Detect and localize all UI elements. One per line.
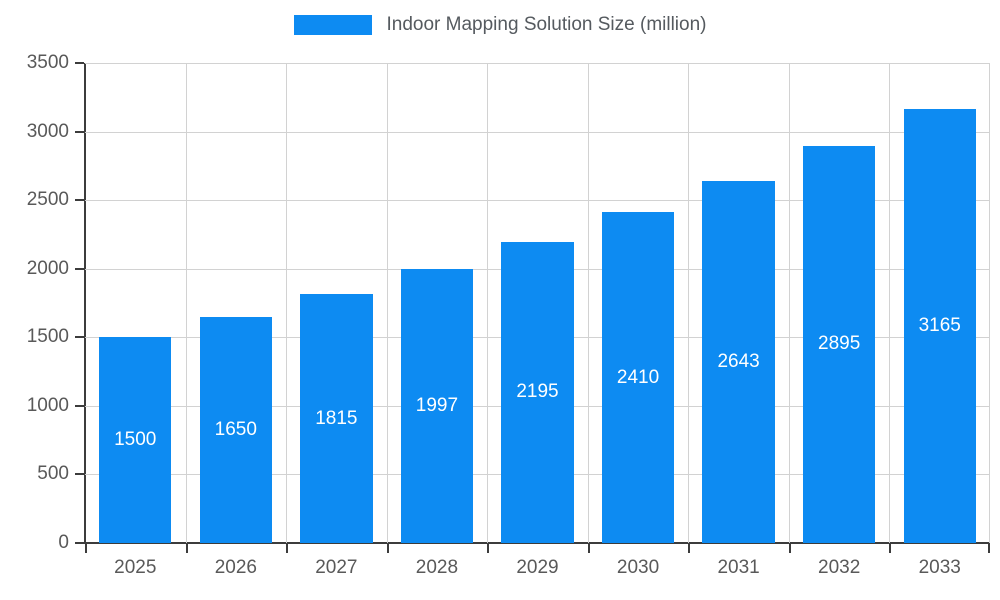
bar-value-label: 2643 [717,350,760,372]
x-axis-label: 2032 [818,557,861,578]
bar-2025[interactable]: 1500 [99,337,172,543]
x-axis-label: 2033 [918,557,961,578]
x-gridline [286,63,288,543]
bar-2031[interactable]: 2643 [702,180,775,543]
x-axis-tick [788,544,791,553]
y-axis-label: 0 [58,532,69,553]
x-axis-tick [386,544,389,553]
x-axis-tick [185,544,188,553]
y-axis-tick [75,473,84,476]
bar-value-label: 1500 [114,429,157,451]
x-gridline [889,63,891,543]
x-gridline [487,63,489,543]
x-axis-tick [286,544,289,553]
x-gridline [688,63,690,543]
bar-value-label: 1650 [214,418,257,440]
y-gridline [85,131,990,133]
y-axis-tick [75,62,84,64]
bar-2029[interactable]: 2195 [501,241,574,543]
y-axis-line [84,63,86,543]
y-axis-label: 500 [37,463,69,485]
x-axis-label: 2030 [616,557,660,578]
x-axis-tick [85,544,87,553]
x-axis-tick [587,544,590,553]
y-gridline [85,63,990,64]
x-axis-label: 2029 [516,557,559,578]
x-axis-label: 2028 [415,557,459,578]
y-axis-tick [75,130,84,133]
bar-value-label: 1815 [315,407,358,429]
y-axis-tick [75,542,84,544]
bar-2030[interactable]: 2410 [601,212,675,543]
y-axis-label: 2500 [26,189,69,211]
x-gridline [185,63,187,543]
y-axis-label: 1000 [26,394,69,416]
x-axis-label: 2025 [114,557,157,578]
bar-2033[interactable]: 3165 [903,108,976,543]
bar-2028[interactable]: 1997 [400,269,474,543]
x-gridline [386,63,388,543]
x-axis-label: 2027 [315,557,358,578]
x-axis-tick [487,544,490,553]
bar-2027[interactable]: 1815 [300,294,373,543]
y-axis-label: 3000 [26,120,69,142]
legend[interactable]: Indoor Mapping Solution Size (million) [0,14,1000,36]
y-axis-label: 2000 [26,257,69,279]
x-gridline [587,63,589,543]
bar-value-label: 2195 [516,381,559,403]
y-gridline [85,200,990,202]
x-axis-tick [688,544,691,553]
y-axis-label: 1500 [26,326,69,348]
bar-2032[interactable]: 2895 [802,145,876,543]
bar-value-label: 2895 [818,333,861,355]
bar-value-label: 3165 [918,314,961,336]
bar-value-label: 1997 [415,395,459,417]
x-axis-label: 2031 [717,557,760,578]
x-axis-tick [988,544,990,553]
y-axis-tick [75,199,84,202]
plot-area: 0 500 1000 1500 2000 2500 3000 3500 1500 2025 1650… [27,52,990,578]
y-axis-tick [75,336,84,339]
x-gridline [788,63,790,543]
bar-2026[interactable]: 1650 [199,316,273,543]
y-axis-label: 3500 [26,52,69,73]
x-axis-line [84,542,990,544]
x-axis-tick [889,544,892,553]
legend-swatch [293,15,372,35]
x-axis-label: 2026 [214,557,257,578]
bar-value-label: 2410 [616,366,660,388]
legend-label: Indoor Mapping Solution Size (million) [386,14,707,35]
y-axis-tick [75,404,84,407]
x-gridline [989,63,990,543]
y-axis-tick [75,267,84,270]
